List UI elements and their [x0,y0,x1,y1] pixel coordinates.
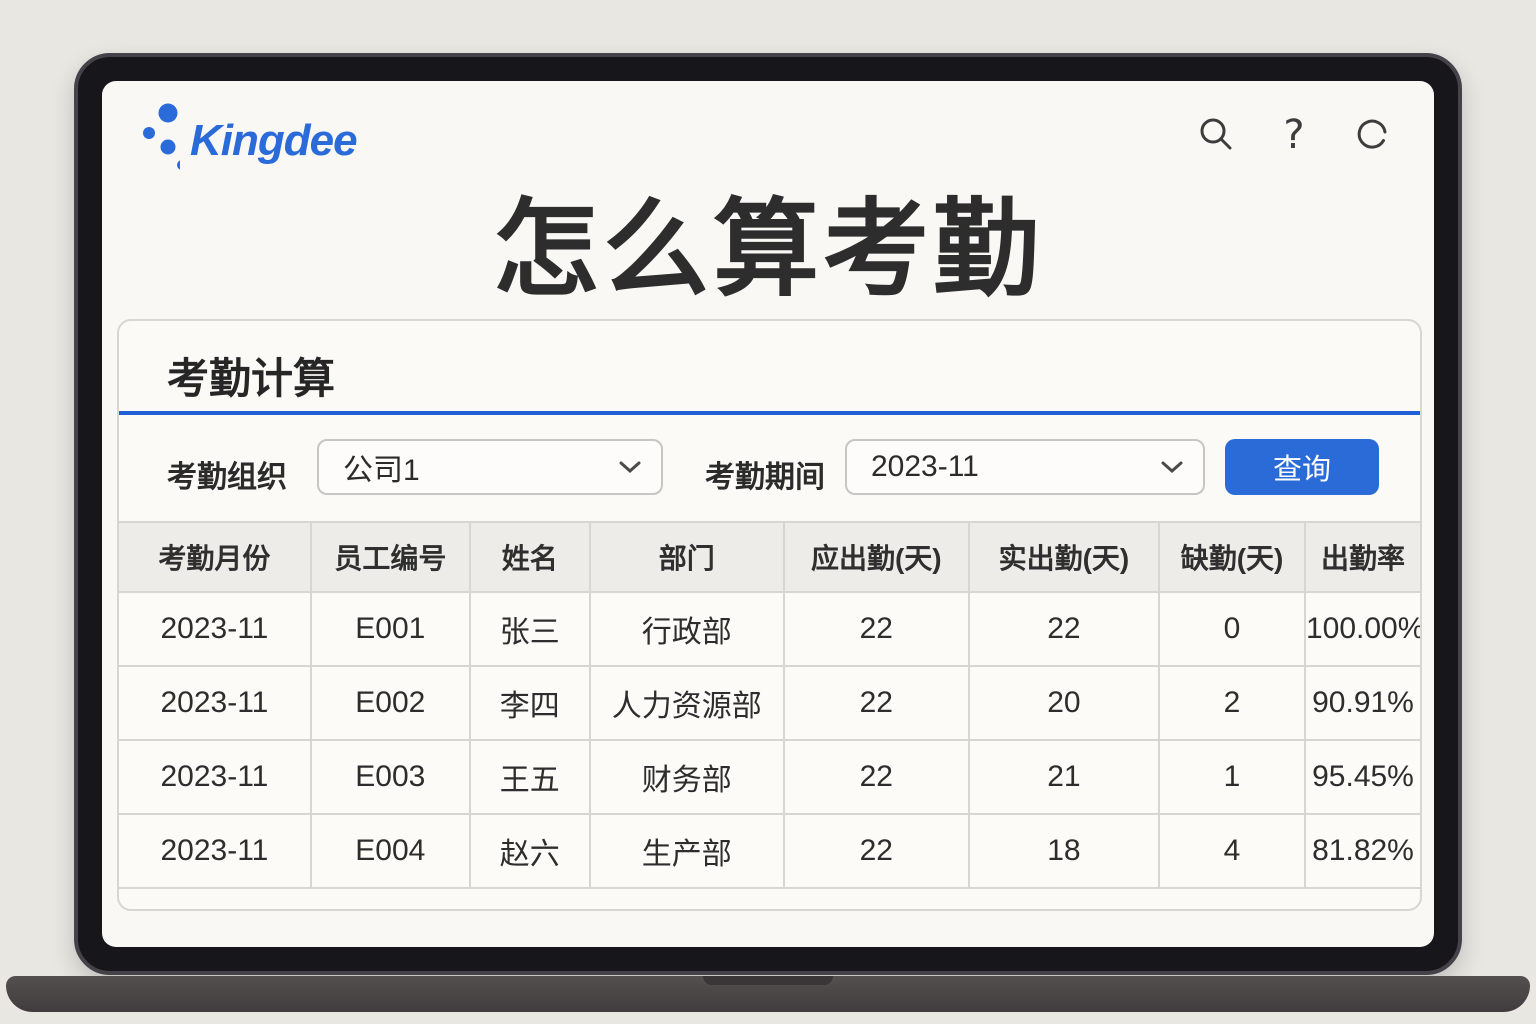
page-title: 怎么算考勤 [493,191,1043,309]
chevron-down-icon [619,461,641,474]
table-cell: 李四 [468,665,591,741]
table-header-row: 考勤月份 员工编号 姓名 部门 应出勤(天) 实出勤(天) 缺勤(天) 出勤率 [119,521,1420,593]
table-cell: E004 [309,813,471,889]
table-row: 2023-11 E001 张三 行政部 22 22 0 100.00% [119,591,1420,667]
card-divider [119,411,1420,415]
table-cell: 18 [967,813,1161,889]
chevron-down-icon [1161,461,1183,474]
table-cell: 100.00% [1303,591,1420,667]
period-select[interactable]: 2023-11 [845,439,1205,495]
filter-row: 考勤组织 公司1 考勤期间 2023-11 查询 [119,439,1420,497]
period-select-value: 2023-11 [871,450,979,483]
table-cell: 21 [967,739,1161,815]
search-icon[interactable] [1194,113,1238,157]
table-cell: 生产部 [588,813,785,889]
table-cell: 张三 [468,591,591,667]
table-cell: 4 [1158,813,1306,889]
table-cell: 王五 [468,739,591,815]
org-select-value: 公司1 [343,454,420,487]
table-cell: 财务部 [588,739,785,815]
org-select[interactable]: 公司1 [317,439,663,495]
laptop-bezel: Kingdee ? 怎么算考勤 考勤计算 [74,53,1462,975]
table-cell: 20 [967,665,1161,741]
attendance-table: 考勤月份 员工编号 姓名 部门 应出勤(天) 实出勤(天) 缺勤(天) 出勤率 2023-11… [119,521,1420,889]
table-row: 2023-11 E003 王五 财务部 22 21 1 95.45% [119,739,1420,815]
attendance-card: 考勤计算 考勤组织 公司1 考勤期间 2023-11 查询 [117,319,1422,911]
table-cell: 赵六 [468,813,591,889]
table-cell: 22 [782,665,970,741]
column-header: 出勤率 [1303,521,1420,593]
table-cell: 0 [1158,591,1306,667]
table-cell: 22 [782,813,970,889]
table-cell: 2023-11 [119,665,312,741]
column-header: 实出勤(天) [967,521,1161,593]
laptop-base-notch [703,976,833,985]
table-cell: 人力资源部 [588,665,785,741]
laptop-screen: Kingdee ? 怎么算考勤 考勤计算 [102,81,1434,947]
column-header: 应出勤(天) [782,521,970,593]
query-button[interactable]: 查询 [1225,439,1379,495]
table-cell: 2023-11 [119,591,312,667]
column-header: 员工编号 [309,521,471,593]
table-row: 2023-11 E004 赵六 生产部 22 18 4 81.82% [119,813,1420,889]
table-cell: E001 [309,591,471,667]
org-label: 考勤组织 [167,461,287,494]
card-title: 考勤计算 [167,355,336,402]
table-cell: 81.82% [1303,813,1420,889]
column-header: 缺勤(天) [1158,521,1306,593]
kingdee-logo-dots-icon [143,103,180,170]
laptop-base [6,976,1530,1012]
table-cell: 22 [782,591,970,667]
column-header: 考勤月份 [119,521,312,593]
table-cell: 2023-11 [119,813,312,889]
table-cell: 95.45% [1303,739,1420,815]
table-cell: 22 [782,739,970,815]
kingdee-logo-text: Kingdee [190,116,358,165]
kingdee-logo: Kingdee [122,95,358,171]
period-label: 考勤期间 [705,461,825,494]
table-cell: 2023-11 [119,739,312,815]
column-header: 姓名 [468,521,591,593]
table-cell: 1 [1158,739,1306,815]
table-cell: E003 [309,739,471,815]
help-icon[interactable]: ? [1283,112,1305,158]
table-cell: E002 [309,665,471,741]
table-cell: 90.91% [1303,665,1420,741]
table-row: 2023-11 E002 李四 人力资源部 22 20 2 90.91% [119,665,1420,741]
topbar-icons: ? [1194,112,1394,158]
refresh-icon[interactable] [1350,113,1394,157]
table-cell: 行政部 [588,591,785,667]
column-header: 部门 [588,521,785,593]
table-cell: 2 [1158,665,1306,741]
table-cell: 22 [967,591,1161,667]
